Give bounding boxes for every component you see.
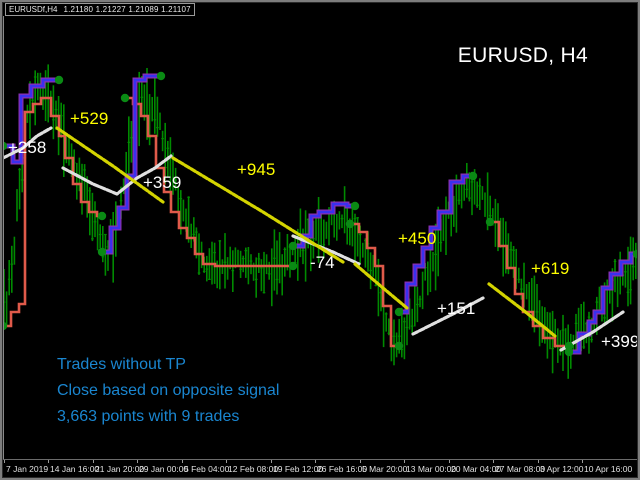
trend-arrow-up-3 bbox=[291, 234, 361, 266]
trend-arrow-down-1 bbox=[55, 126, 165, 204]
info-line-trades-without-tp: Trades without TP bbox=[57, 356, 186, 373]
trend-arrow-up-1 bbox=[3, 126, 53, 160]
axis-tick bbox=[582, 460, 583, 463]
axis-tick bbox=[226, 460, 227, 463]
chart-canvas bbox=[3, 16, 637, 459]
trade-entry-dot bbox=[394, 341, 404, 351]
trade-entry-dot bbox=[345, 219, 355, 229]
stop-line-sell-4 bbox=[490, 220, 569, 348]
axis-tick bbox=[493, 460, 494, 463]
axis-tick bbox=[48, 460, 49, 463]
trade-entry-dot bbox=[288, 261, 298, 271]
axis-tick-label: 3 Apr 12:00 bbox=[540, 464, 584, 474]
symbol-box[interactable]: EURUSDf,H4 1.21180 1.21227 1.21089 1.211… bbox=[5, 2, 195, 16]
stop-line-buy-4 bbox=[399, 174, 473, 314]
axis-tick-label: 12 Feb 08:00 bbox=[228, 464, 279, 474]
axis-tick-label: 7 Jan 2019 bbox=[6, 464, 49, 474]
axis-tick bbox=[315, 460, 316, 463]
trade-entry-dot bbox=[350, 201, 360, 211]
trend-arrow-down-2 bbox=[171, 156, 345, 264]
trade-entry-dot bbox=[288, 241, 298, 251]
trade-entry-dot bbox=[3, 141, 8, 151]
date-axis[interactable]: 7 Jan 2019 14 Jan 16:00 21 Jan 20:00 29 Jan… bbox=[3, 460, 637, 477]
trade-entry-dot bbox=[564, 347, 574, 357]
info-line-close-opposite: Close based on opposite signal bbox=[57, 382, 280, 399]
quote-prices: 1.21180 1.21227 1.21089 1.21107 bbox=[63, 4, 191, 14]
trend-arrow-up-2 bbox=[61, 154, 173, 196]
axis-tick-label: 5 Feb 04:00 bbox=[184, 464, 230, 474]
trade-entry-dot bbox=[97, 247, 107, 257]
trend-arrow-down-4 bbox=[487, 282, 557, 338]
trade-entry-dot bbox=[97, 211, 107, 221]
trade-profit-label: +450 bbox=[398, 229, 437, 248]
trade-entry-dot bbox=[156, 71, 166, 81]
axis-tick bbox=[404, 460, 405, 463]
trend-arrow-up-4 bbox=[411, 296, 485, 336]
stop-line-buy-2 bbox=[102, 74, 161, 254]
trade-profit-label: +399 bbox=[601, 332, 640, 351]
price-bars bbox=[3, 64, 637, 379]
trade-profit-label: +619 bbox=[531, 259, 570, 278]
axis-tick-label: 27 Mar 08:00 bbox=[495, 464, 546, 474]
trade-profit-label: +359 bbox=[143, 173, 182, 192]
axis-tick bbox=[360, 460, 361, 463]
axis-separator bbox=[3, 459, 637, 460]
trade-profit-label: -74 bbox=[310, 253, 335, 272]
axis-tick-label: 29 Jan 00:00 bbox=[139, 464, 189, 474]
stop-line-sell bbox=[3, 96, 102, 328]
info-line-points-total: 3,663 points with 9 trades bbox=[57, 408, 240, 425]
trade-entry-dot bbox=[394, 307, 404, 317]
trade-entry-dot bbox=[54, 75, 64, 85]
trade-markers bbox=[3, 71, 637, 357]
axis-tick bbox=[449, 460, 450, 463]
trade-profit-label: +529 bbox=[70, 109, 109, 128]
axis-tick-label: 19 Feb 12:00 bbox=[273, 464, 324, 474]
axis-tick bbox=[93, 460, 94, 463]
trade-profit-label: +258 bbox=[8, 138, 47, 157]
trade-entry-dot bbox=[485, 217, 495, 227]
stop-line-sell-2 bbox=[125, 96, 293, 268]
axis-tick-label: 13 Mar 00:00 bbox=[406, 464, 457, 474]
axis-tick bbox=[271, 460, 272, 463]
trade-entry-dot bbox=[632, 249, 637, 259]
trade-entry-dot bbox=[564, 341, 574, 351]
stop-line-sell-3 bbox=[350, 222, 399, 348]
trade-profit-label: +945 bbox=[237, 160, 276, 179]
axis-tick-label: 5 Mar 20:00 bbox=[362, 464, 408, 474]
quote-bar: EURUSDf,H4 1.21180 1.21227 1.21089 1.211… bbox=[3, 2, 637, 16]
axis-tick-label: 20 Mar 04:00 bbox=[451, 464, 502, 474]
axis-tick-label: 26 Feb 16:00 bbox=[317, 464, 368, 474]
stop-line-buy bbox=[3, 78, 59, 164]
chart-plot-area[interactable] bbox=[3, 16, 637, 459]
axis-tick-label: 10 Apr 16:00 bbox=[584, 464, 633, 474]
axis-tick bbox=[182, 460, 183, 463]
indicator-series bbox=[3, 73, 637, 355]
axis-tick bbox=[4, 460, 5, 463]
trend-arrow-down-3 bbox=[353, 262, 409, 310]
trade-entry-dot bbox=[468, 171, 478, 181]
strategy-info-panel: Trades without TP Close based on opposit… bbox=[57, 352, 279, 430]
axis-tick-label: 14 Jan 16:00 bbox=[50, 464, 100, 474]
trade-entry-dot bbox=[120, 93, 130, 103]
plot-left-rail bbox=[3, 16, 4, 459]
trade-profit-label: +151 bbox=[437, 299, 476, 318]
stop-line-buy-5 bbox=[569, 252, 637, 354]
chart-title-label: EURUSD, H4 bbox=[457, 44, 588, 67]
axis-tick bbox=[538, 460, 539, 463]
trade-entry-dot bbox=[3, 321, 8, 331]
axis-tick-label: 21 Jan 20:00 bbox=[95, 464, 145, 474]
axis-tick bbox=[137, 460, 138, 463]
symbol-label: EURUSDf,H4 bbox=[9, 4, 58, 14]
